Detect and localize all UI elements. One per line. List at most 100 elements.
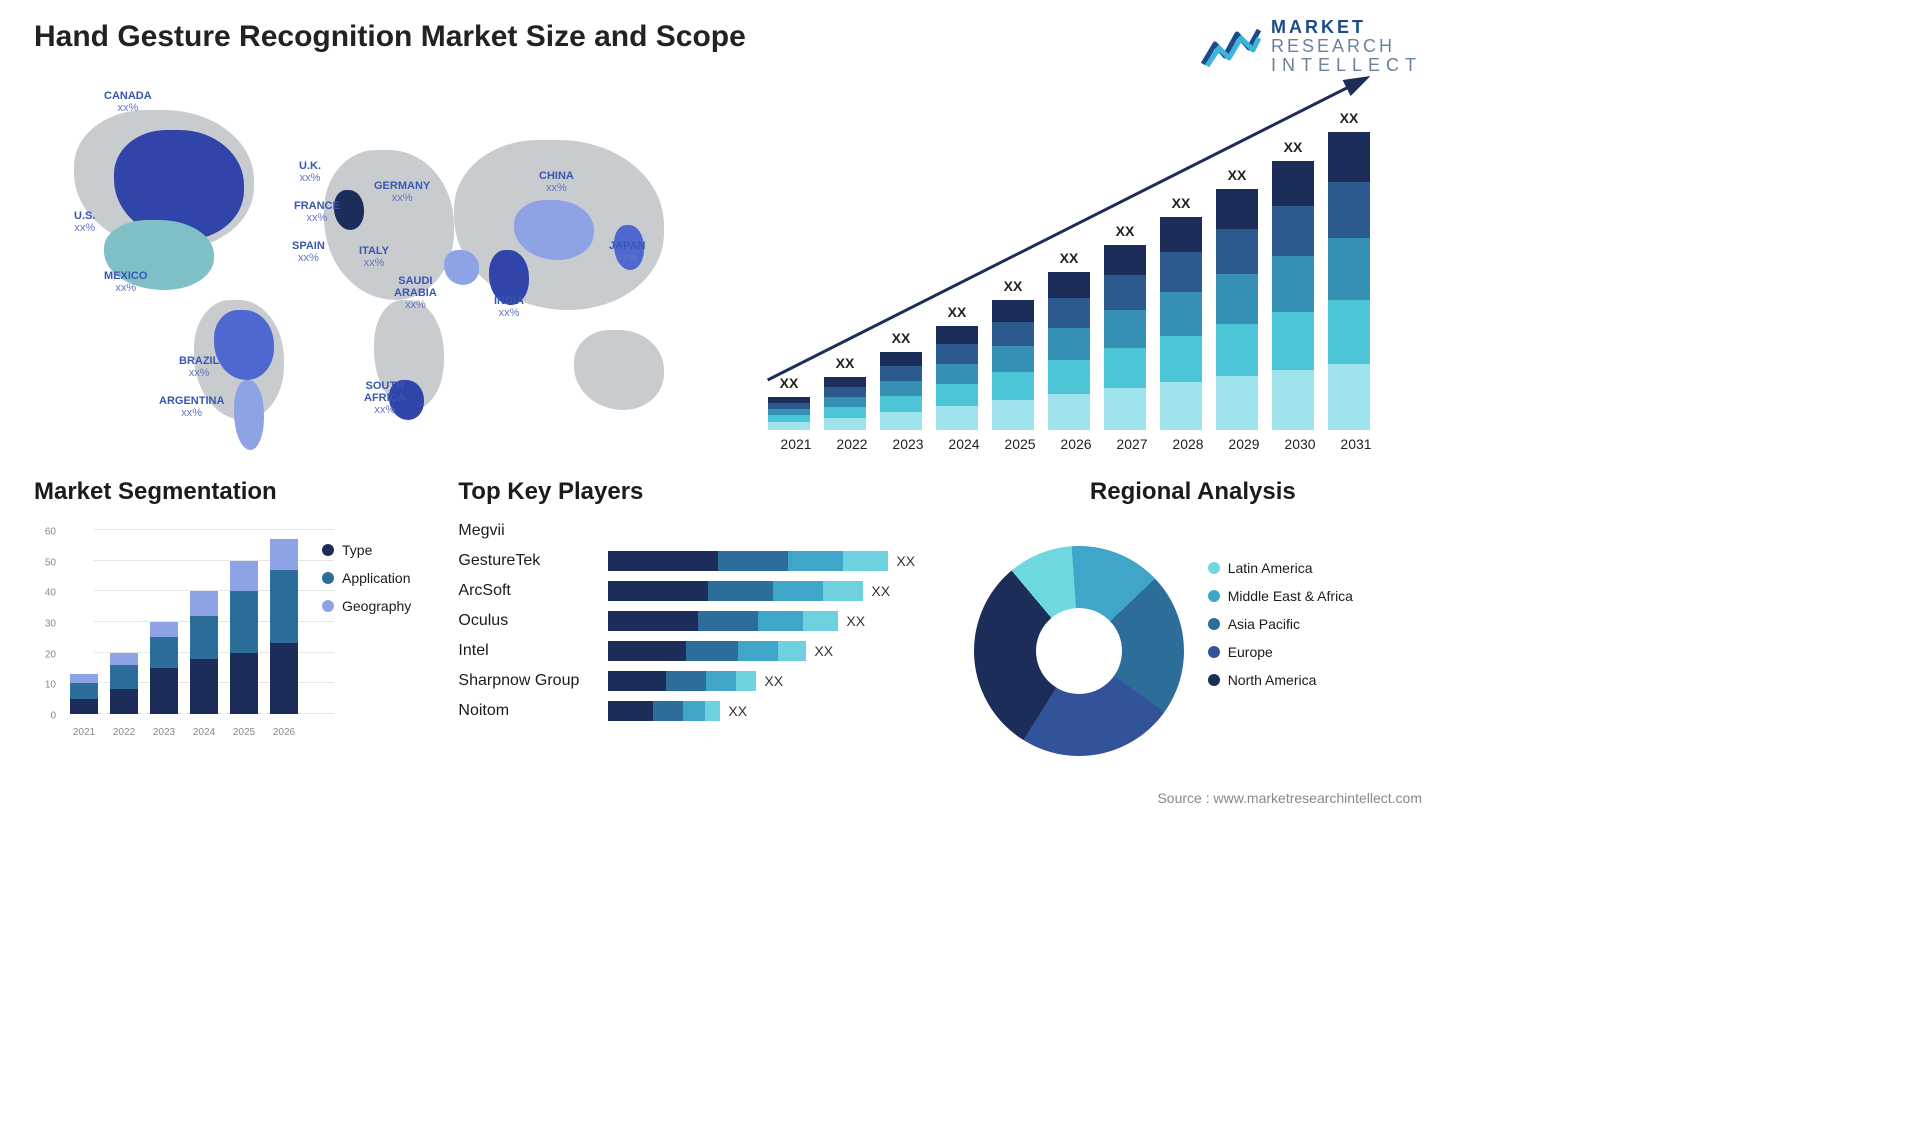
growth-xaxis-year: 2021 bbox=[768, 436, 824, 452]
map-country-label: ITALYxx% bbox=[359, 245, 389, 269]
growth-bar-segment bbox=[1328, 182, 1370, 238]
segmentation-bar-segment bbox=[150, 637, 178, 668]
player-bar-segment bbox=[758, 611, 803, 631]
segmentation-bar-segment bbox=[70, 699, 98, 714]
legend-label: Type bbox=[342, 542, 372, 558]
growth-bar-segment bbox=[1048, 394, 1090, 430]
segmentation-bar-segment bbox=[110, 689, 138, 714]
player-bar-segment bbox=[666, 671, 706, 691]
growth-xaxis-year: 2031 bbox=[1328, 436, 1384, 452]
brand-mark-icon bbox=[1201, 24, 1261, 68]
growth-bar-value-label: XX bbox=[880, 330, 922, 346]
legend-dot-icon bbox=[1208, 562, 1220, 574]
segmentation-ytick: 50 bbox=[45, 557, 56, 568]
segmentation-ytick: 60 bbox=[45, 527, 56, 538]
growth-bar-segment bbox=[1048, 360, 1090, 394]
legend-label: Application bbox=[342, 570, 411, 586]
player-row: XX bbox=[608, 576, 943, 606]
player-bar-segment bbox=[843, 551, 888, 571]
segmentation-bar bbox=[270, 539, 298, 714]
growth-bar-value-label: XX bbox=[1216, 167, 1258, 183]
player-bar bbox=[608, 701, 720, 721]
legend-dot-icon bbox=[322, 600, 334, 612]
player-row: XX bbox=[608, 696, 943, 726]
growth-bar-segment bbox=[1216, 229, 1258, 274]
growth-bar-value-label: XX bbox=[992, 278, 1034, 294]
regional-title: Regional Analysis bbox=[964, 478, 1422, 506]
growth-bar-segment bbox=[768, 415, 810, 422]
growth-bar: XX bbox=[1048, 272, 1090, 430]
growth-bar: XX bbox=[1328, 132, 1370, 430]
growth-bar-segment bbox=[880, 352, 922, 366]
growth-bar-segment bbox=[1160, 252, 1202, 292]
segmentation-panel: Market Segmentation 0102030405060 202120… bbox=[34, 478, 438, 738]
player-row: XX bbox=[608, 546, 943, 576]
growth-bar-value-label: XX bbox=[768, 375, 810, 391]
segmentation-xaxis-year: 2022 bbox=[104, 727, 144, 738]
player-bar-segment bbox=[698, 611, 758, 631]
growth-bar-segment bbox=[880, 412, 922, 430]
growth-bar-segment bbox=[992, 372, 1034, 400]
growth-bar-segment bbox=[936, 364, 978, 384]
player-value-label: XX bbox=[846, 613, 865, 629]
players-title: Top Key Players bbox=[458, 478, 943, 506]
growth-bar: XX bbox=[768, 397, 810, 430]
segmentation-bar-segment bbox=[230, 591, 258, 652]
player-name: Sharpnow Group bbox=[458, 666, 608, 696]
growth-bar-segment bbox=[1160, 382, 1202, 430]
segmentation-bar-segment bbox=[190, 659, 218, 714]
segmentation-bar-segment bbox=[190, 591, 218, 616]
growth-bar-segment bbox=[1048, 298, 1090, 328]
growth-bar: XX bbox=[1272, 161, 1314, 430]
player-bar-segment bbox=[608, 581, 708, 601]
legend-label: Europe bbox=[1228, 644, 1273, 660]
growth-bar: XX bbox=[992, 300, 1034, 430]
growth-xaxis-year: 2029 bbox=[1216, 436, 1272, 452]
growth-bar-segment bbox=[1272, 256, 1314, 312]
growth-bar-value-label: XX bbox=[1272, 139, 1314, 155]
growth-xaxis-year: 2023 bbox=[880, 436, 936, 452]
player-bar-segment bbox=[736, 671, 756, 691]
growth-bar-segment bbox=[1104, 348, 1146, 388]
segmentation-xaxis-year: 2025 bbox=[224, 727, 264, 738]
player-bar-segment bbox=[683, 701, 705, 721]
growth-bar-segment bbox=[1160, 217, 1202, 252]
growth-bar-segment bbox=[1216, 376, 1258, 430]
growth-bar-segment bbox=[880, 381, 922, 396]
player-name: Intel bbox=[458, 636, 608, 666]
growth-bar: XX bbox=[1160, 217, 1202, 430]
legend-label: Geography bbox=[342, 598, 411, 614]
growth-bar-segment bbox=[824, 377, 866, 387]
growth-bar-segment bbox=[824, 387, 866, 397]
player-bar-segment bbox=[686, 641, 738, 661]
segmentation-legend-item: Geography bbox=[322, 598, 411, 614]
players-panel: Top Key Players MegviiGestureTekArcSoftO… bbox=[458, 478, 943, 738]
map-country-label: INDIAxx% bbox=[494, 295, 524, 319]
player-row bbox=[608, 516, 943, 546]
segmentation-legend-item: Application bbox=[322, 570, 411, 586]
legend-dot-icon bbox=[1208, 590, 1220, 602]
legend-dot-icon bbox=[1208, 674, 1220, 686]
segmentation-bar bbox=[150, 622, 178, 714]
world-map-panel: CANADAxx%U.S.xx%MEXICOxx%BRAZILxx%ARGENT… bbox=[34, 70, 728, 470]
growth-bar-segment bbox=[1272, 312, 1314, 370]
segmentation-bar-segment bbox=[230, 653, 258, 714]
regional-legend-item: Asia Pacific bbox=[1208, 616, 1353, 632]
map-country-label: U.S.xx% bbox=[74, 210, 95, 234]
growth-bar-value-label: XX bbox=[824, 355, 866, 371]
growth-bar-segment bbox=[1104, 388, 1146, 430]
player-bar-segment bbox=[705, 701, 720, 721]
segmentation-ytick: 20 bbox=[45, 649, 56, 660]
segmentation-title: Market Segmentation bbox=[34, 478, 438, 506]
segmentation-xaxis-year: 2023 bbox=[144, 727, 184, 738]
map-country-label: SPAINxx% bbox=[292, 240, 325, 264]
player-bar-segment bbox=[608, 701, 653, 721]
segmentation-ytick: 40 bbox=[45, 588, 56, 599]
growth-bar-segment bbox=[1216, 274, 1258, 324]
player-value-label: XX bbox=[728, 703, 747, 719]
growth-bar-value-label: XX bbox=[1104, 223, 1146, 239]
player-bar-segment bbox=[823, 581, 863, 601]
growth-xaxis-year: 2022 bbox=[824, 436, 880, 452]
growth-bar-segment bbox=[824, 418, 866, 430]
legend-dot-icon bbox=[1208, 618, 1220, 630]
